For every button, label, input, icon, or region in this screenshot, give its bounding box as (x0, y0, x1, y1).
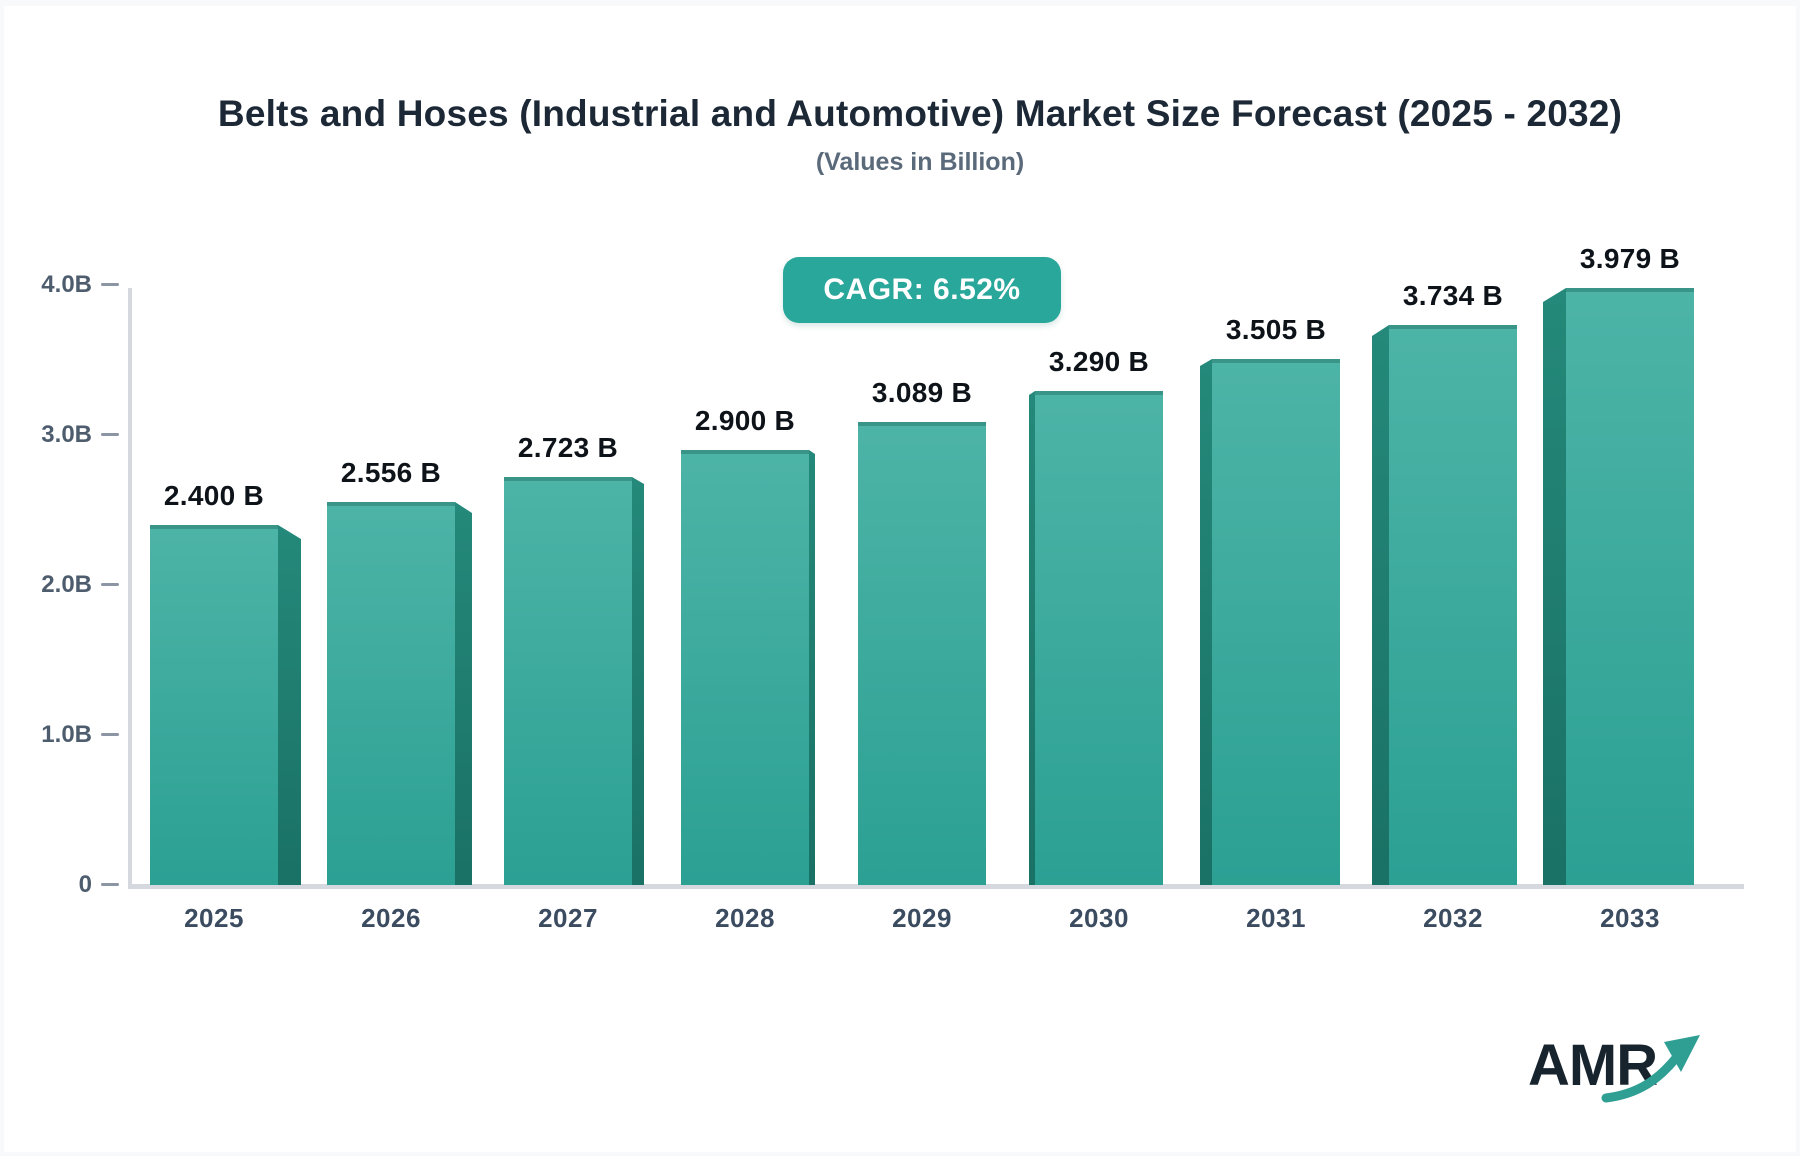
bar-2032-value-label: 3.734 B (1402, 280, 1504, 311)
bar-2026-face (327, 502, 455, 885)
bar-2028-face (681, 450, 809, 885)
bar-2030-face (1035, 391, 1163, 885)
y-axis-tick-label: 3.0B (41, 421, 92, 448)
bar-2029-face (858, 422, 986, 885)
bar-2026-side (455, 502, 472, 885)
x-axis-label-2028: 2028 (715, 903, 775, 933)
y-axis-tick-label: 4.0B (41, 271, 92, 298)
x-axis-label-2027: 2027 (538, 903, 598, 933)
frame-border-left (0, 0, 4, 1156)
amr-logo: AMR (1528, 1035, 1718, 1126)
y-axis-line (128, 288, 132, 886)
bar-2028-value-label: 2.900 B (694, 405, 796, 436)
y-axis-tick-mark (101, 433, 119, 436)
y-axis-tick-mark (101, 883, 119, 886)
y-axis-tick-mark (101, 583, 119, 586)
chart-header: Belts and Hoses (Industrial and Automoti… (30, 92, 1800, 177)
chart-subtitle: (Values in Billion) (815, 148, 1025, 176)
bar-2030-value-label: 3.290 B (1048, 346, 1150, 377)
chart-title: Belts and Hoses (Industrial and Automoti… (217, 93, 1623, 134)
bar-2025-side (278, 525, 301, 885)
frame-border-top (0, 0, 1800, 6)
bar-2033-side (1543, 288, 1566, 885)
cagr-badge: CAGR: 6.52% (783, 257, 1061, 323)
x-axis-label-2031: 2031 (1246, 903, 1306, 933)
bar-2033-face (1566, 288, 1694, 885)
y-axis-tick-label: 0 (78, 871, 92, 898)
bar-2031-side (1200, 359, 1212, 885)
bar-2025-face (150, 525, 278, 885)
bar-2027-face (504, 477, 632, 885)
frame-border-right (1796, 0, 1800, 1156)
x-axis-label-2026: 2026 (361, 903, 421, 933)
bar-2027-side (632, 477, 644, 885)
x-axis-label-2030: 2030 (1069, 903, 1129, 933)
cagr-badge-label: CAGR: 6.52% (823, 273, 1021, 306)
bar-2032-face (1389, 325, 1517, 885)
x-axis-label-2032: 2032 (1423, 903, 1483, 933)
bar-2028-side (809, 450, 815, 885)
bar-2027-value-label: 2.723 B (517, 432, 619, 463)
bar-2025-value-label: 2.400 B (163, 480, 265, 511)
bar-2032-side (1372, 325, 1389, 885)
amr-logo-arrow-icon (1601, 1035, 1700, 1103)
bar-2031-face (1212, 359, 1340, 885)
bar-2026-value-label: 2.556 B (340, 457, 442, 488)
y-axis-tick-mark (101, 733, 119, 736)
y-axis-tick-mark (101, 283, 119, 286)
x-axis-label-2029: 2029 (892, 903, 952, 933)
bar-2033-value-label: 3.979 B (1579, 243, 1681, 274)
y-axis-tick-label: 2.0B (41, 571, 92, 598)
x-axis-label-2033: 2033 (1600, 903, 1660, 933)
x-axis-label-2025: 2025 (184, 903, 244, 933)
bar-2031-value-label: 3.505 B (1225, 314, 1327, 345)
y-axis-tick-label: 1.0B (41, 721, 92, 748)
bar-2029-value-label: 3.089 B (871, 377, 973, 408)
x-axis-line (128, 884, 1744, 889)
frame-border-bottom (0, 1152, 1800, 1156)
bar-2030-side (1029, 391, 1035, 885)
